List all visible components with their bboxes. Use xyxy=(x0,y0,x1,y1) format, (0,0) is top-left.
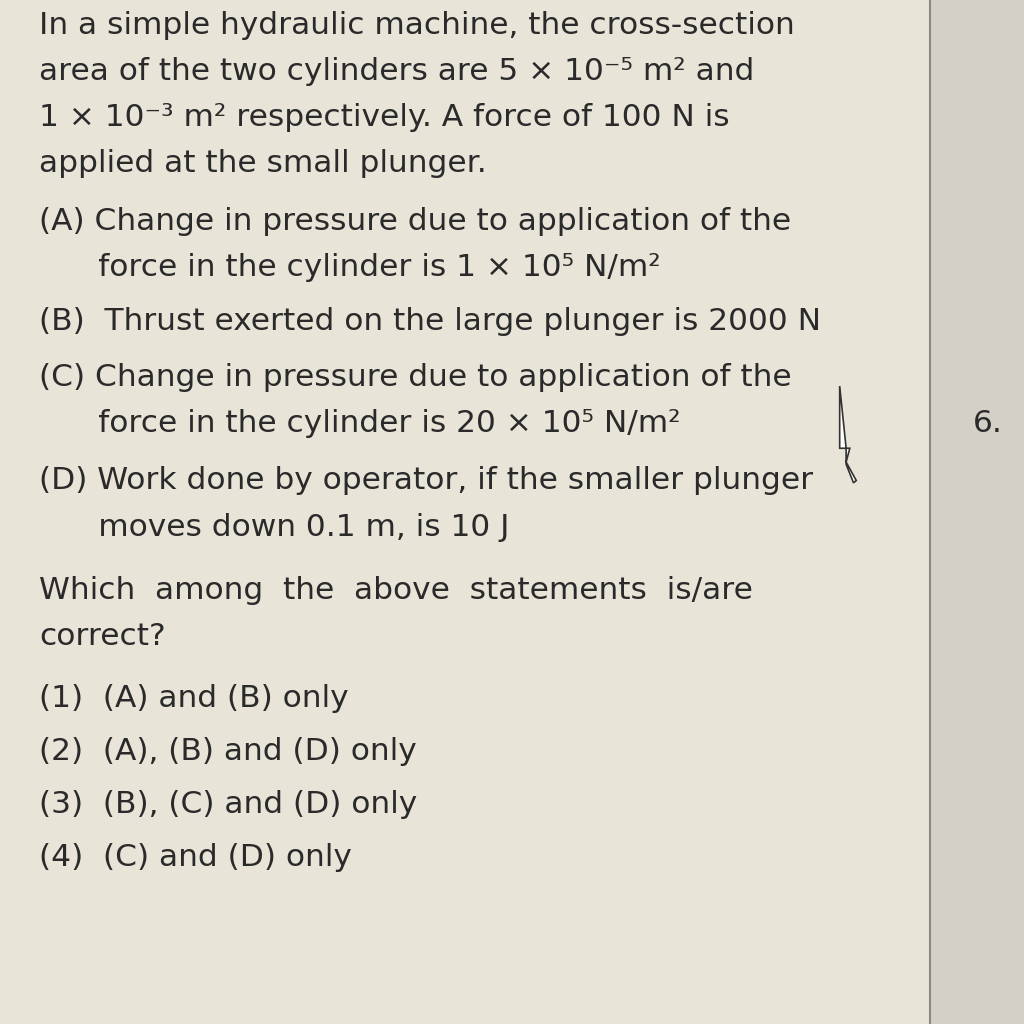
Text: (1)  (A) and (B) only: (1) (A) and (B) only xyxy=(39,684,348,713)
Text: area of the two cylinders are 5 × 10⁻⁵ m² and: area of the two cylinders are 5 × 10⁻⁵ m… xyxy=(39,57,755,86)
Text: (3)  (B), (C) and (D) only: (3) (B), (C) and (D) only xyxy=(39,791,417,819)
Text: (2)  (A), (B) and (D) only: (2) (A), (B) and (D) only xyxy=(39,737,417,766)
Text: (D) Work done by operator, if the smaller plunger: (D) Work done by operator, if the smalle… xyxy=(39,467,813,496)
Text: In a simple hydraulic machine, the cross-section: In a simple hydraulic machine, the cross… xyxy=(39,11,795,40)
Text: moves down 0.1 m, is 10 J: moves down 0.1 m, is 10 J xyxy=(39,513,509,542)
Text: applied at the small plunger.: applied at the small plunger. xyxy=(39,150,486,178)
Text: force in the cylinder is 1 × 10⁵ N/m²: force in the cylinder is 1 × 10⁵ N/m² xyxy=(39,254,660,283)
Text: Which  among  the  above  statements  is/are: Which among the above statements is/are xyxy=(39,577,753,605)
Text: (C) Change in pressure due to application of the: (C) Change in pressure due to applicatio… xyxy=(39,364,792,392)
Text: 1 × 10⁻³ m² respectively. A force of 100 N is: 1 × 10⁻³ m² respectively. A force of 100… xyxy=(39,103,729,132)
Text: (4)  (C) and (D) only: (4) (C) and (D) only xyxy=(39,844,352,872)
Polygon shape xyxy=(840,386,856,483)
Text: (B)  Thrust exerted on the large plunger is 2000 N: (B) Thrust exerted on the large plunger … xyxy=(39,307,821,336)
Text: force in the cylinder is 20 × 10⁵ N/m²: force in the cylinder is 20 × 10⁵ N/m² xyxy=(39,410,681,438)
Text: (A) Change in pressure due to application of the: (A) Change in pressure due to applicatio… xyxy=(39,208,791,237)
Text: correct?: correct? xyxy=(39,623,166,651)
Bar xyxy=(930,0,1024,1024)
Text: 6.: 6. xyxy=(973,410,1002,438)
